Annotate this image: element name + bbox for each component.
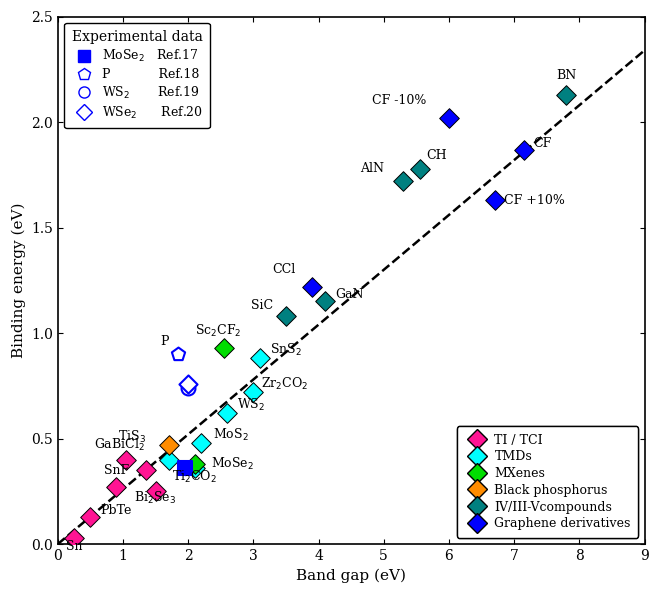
Point xyxy=(307,282,317,292)
Point xyxy=(183,383,193,393)
Text: CF: CF xyxy=(534,137,552,150)
Point xyxy=(189,459,200,469)
Point xyxy=(69,533,79,542)
Text: SnS$_2$: SnS$_2$ xyxy=(270,342,302,358)
Text: TiS$_3$: TiS$_3$ xyxy=(118,429,146,445)
Text: Sn: Sn xyxy=(66,539,82,552)
Point xyxy=(519,145,529,154)
Text: CH: CH xyxy=(426,149,447,162)
Text: Sc$_2$CF$_2$: Sc$_2$CF$_2$ xyxy=(195,323,242,339)
Point xyxy=(255,353,265,363)
Text: BN: BN xyxy=(556,69,576,82)
Text: Bi$_2$Se$_3$: Bi$_2$Se$_3$ xyxy=(135,490,177,506)
Text: PbTe: PbTe xyxy=(100,504,131,517)
Text: CF +10%: CF +10% xyxy=(504,194,565,207)
Text: SnF: SnF xyxy=(104,463,129,476)
Point xyxy=(180,463,190,473)
Text: GaBiCl$_2$: GaBiCl$_2$ xyxy=(94,437,145,453)
Point xyxy=(173,349,183,359)
Text: MoSe$_2$: MoSe$_2$ xyxy=(211,456,254,472)
Point xyxy=(320,296,331,306)
Point xyxy=(414,164,425,173)
Point xyxy=(222,409,232,418)
Text: P: P xyxy=(160,335,168,348)
Point xyxy=(150,486,161,496)
Point xyxy=(489,195,500,205)
Text: GaN: GaN xyxy=(335,289,364,301)
Point xyxy=(121,455,131,465)
Text: CCl: CCl xyxy=(273,263,296,276)
Point xyxy=(398,176,409,186)
Point xyxy=(189,463,200,473)
Point xyxy=(163,440,174,450)
Text: Ti$_2$CO$_2$: Ti$_2$CO$_2$ xyxy=(172,469,217,485)
Point xyxy=(444,113,454,122)
Legend: TI / TCI, TMDs, MXenes, Black phosphorus, IV/III-Vcompounds, Graphene derivative: TI / TCI, TMDs, MXenes, Black phosphorus… xyxy=(457,426,638,538)
Text: AlN: AlN xyxy=(360,162,383,175)
Text: SiC: SiC xyxy=(251,299,273,312)
Point xyxy=(85,512,96,522)
X-axis label: Band gap (eV): Band gap (eV) xyxy=(296,568,406,583)
Text: CF -10%: CF -10% xyxy=(372,94,426,108)
Point xyxy=(111,482,121,492)
Text: WS$_2$: WS$_2$ xyxy=(237,397,265,413)
Point xyxy=(196,438,207,447)
Y-axis label: Binding energy (eV): Binding energy (eV) xyxy=(11,203,26,358)
Point xyxy=(561,90,572,99)
Text: MoS$_2$: MoS$_2$ xyxy=(213,426,249,443)
Point xyxy=(141,466,151,475)
Text: Zr$_2$CO$_2$: Zr$_2$CO$_2$ xyxy=(261,376,308,392)
Point xyxy=(218,343,229,353)
Point xyxy=(183,379,193,388)
Point xyxy=(248,387,259,397)
Point xyxy=(280,311,291,321)
Point xyxy=(163,455,174,465)
